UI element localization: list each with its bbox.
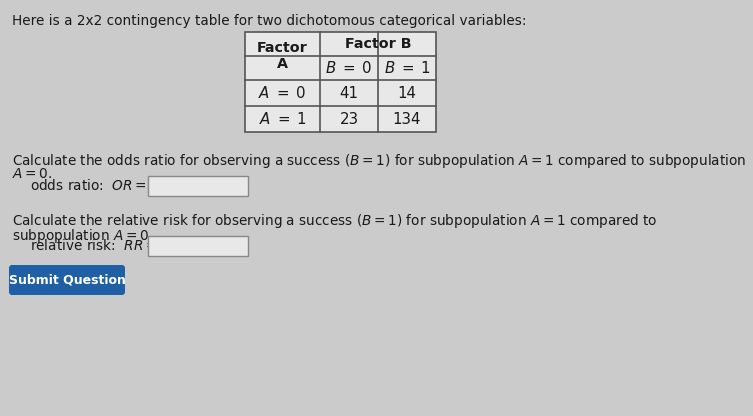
Text: Here is a 2x2 contingency table for two dichotomous categorical variables:: Here is a 2x2 contingency table for two …: [12, 14, 526, 28]
Text: 14: 14: [398, 86, 416, 101]
Text: Calculate the relative risk for observing a success ($B=1$) for subpopulation $A: Calculate the relative risk for observin…: [12, 212, 657, 230]
Text: Submit Question: Submit Question: [8, 273, 126, 287]
Text: $B\;=\;1$: $B\;=\;1$: [383, 60, 431, 76]
Text: 134: 134: [393, 111, 421, 126]
Text: Factor B: Factor B: [345, 37, 411, 51]
Text: $A=0$.: $A=0$.: [12, 167, 52, 181]
FancyBboxPatch shape: [9, 265, 125, 295]
Text: 23: 23: [340, 111, 358, 126]
Bar: [245, 32, 436, 132]
Text: Calculate the odds ratio for observing a success ($B=1$) for subpopulation $A=1$: Calculate the odds ratio for observing a…: [12, 152, 746, 170]
Text: $A\;=\;1$: $A\;=\;1$: [258, 111, 306, 127]
Text: 41: 41: [340, 86, 358, 101]
Text: subpopulation $A=0$.: subpopulation $A=0$.: [12, 227, 153, 245]
Text: Factor
A: Factor A: [257, 41, 308, 71]
Text: odds ratio:  $OR=$: odds ratio: $OR=$: [30, 178, 147, 193]
Bar: [148, 176, 248, 196]
Bar: [148, 236, 248, 256]
Text: $A\;=\;0$: $A\;=\;0$: [258, 85, 306, 101]
Text: $B\;=\;0$: $B\;=\;0$: [325, 60, 373, 76]
Text: relative risk:  $RR=$: relative risk: $RR=$: [30, 238, 157, 253]
